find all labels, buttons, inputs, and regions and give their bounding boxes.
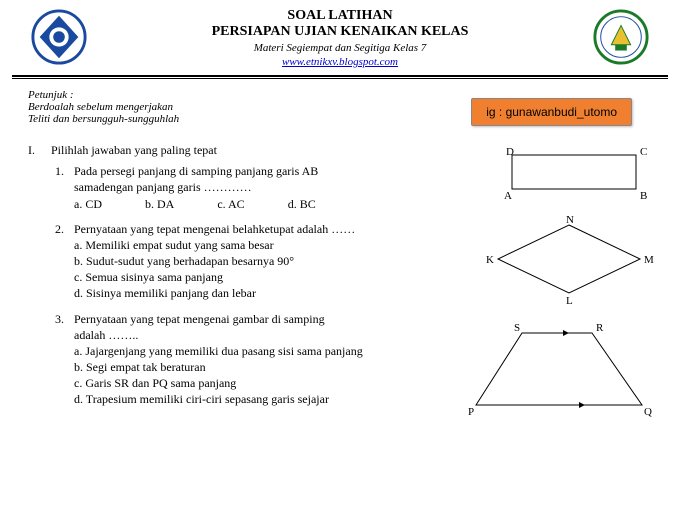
label-L: L xyxy=(566,295,573,305)
q1-opt-d[interactable]: d. BC xyxy=(288,197,316,212)
subtitle: Materi Segiempat dan Segitiga Kelas 7 xyxy=(0,42,680,54)
divider-thick xyxy=(12,75,668,77)
label-N: N xyxy=(566,214,574,226)
figure-rectangle: D C A B xyxy=(494,143,654,205)
label-A: A xyxy=(504,190,512,202)
title-1: SOAL LATIHAN xyxy=(0,8,680,24)
label-M: M xyxy=(644,254,654,266)
content: I. Pilihlah jawaban yang paling tepat D … xyxy=(28,143,660,408)
label-B: B xyxy=(640,190,647,202)
q1-opt-b[interactable]: b. DA xyxy=(145,197,174,212)
figure-trapezoid: S R P Q xyxy=(464,319,654,419)
header: SOAL LATIHAN PERSIAPAN UJIAN KENAIKAN KE… xyxy=(0,0,680,69)
label-Q: Q xyxy=(644,406,652,418)
website-link[interactable]: www.etnikxv.blogspot.com xyxy=(282,56,398,68)
label-S: S xyxy=(514,322,520,334)
title-2: PERSIAPAN UJIAN KENAIKAN KELAS xyxy=(0,24,680,40)
ig-badge: ig : gunawanbudi_utomo xyxy=(471,98,632,126)
q2-number: 2. xyxy=(28,222,74,237)
q1-number: 1. xyxy=(28,164,74,179)
section-instruction: Pilihlah jawaban yang paling tepat xyxy=(51,143,217,157)
q1-opt-c[interactable]: c. AC xyxy=(217,197,244,212)
logo-right-icon xyxy=(592,8,650,66)
label-D: D xyxy=(506,146,514,158)
label-C: C xyxy=(640,146,647,158)
q3-number: 3. xyxy=(28,312,74,327)
figure-rhombus: N M L K xyxy=(484,213,654,305)
label-K: K xyxy=(486,254,494,266)
section-roman: I. xyxy=(28,143,48,158)
divider-thin xyxy=(12,78,668,79)
label-R: R xyxy=(596,322,604,334)
logo-left-icon xyxy=(30,8,88,66)
q1-opt-a[interactable]: a. CD xyxy=(74,197,102,212)
label-P: P xyxy=(468,406,474,418)
